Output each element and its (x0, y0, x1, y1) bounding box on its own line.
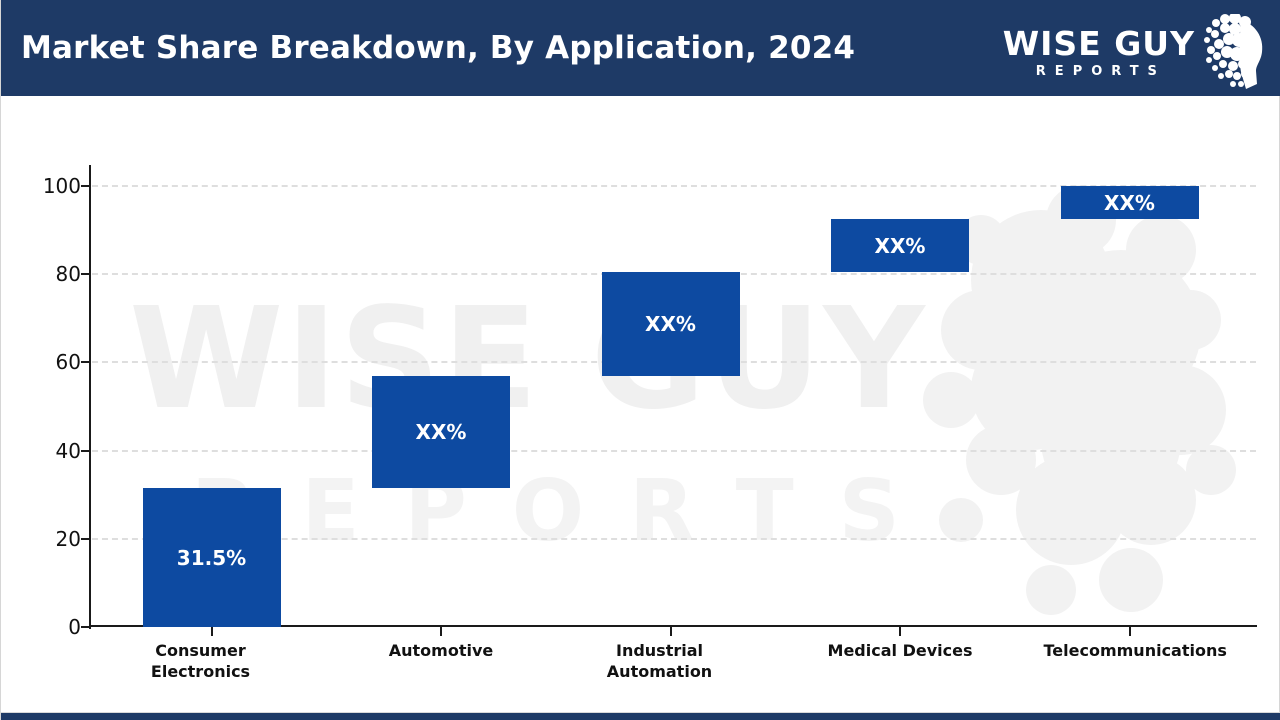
y-tick-mark (81, 185, 89, 187)
bar-value-label: XX% (415, 419, 467, 444)
y-tick-label: 60 (55, 350, 81, 375)
bar: XX% (372, 375, 510, 489)
category-label: Telecommunications (1043, 641, 1227, 660)
page-title: Market Share Breakdown, By Application, … (21, 30, 856, 66)
x-tick-mark (669, 627, 672, 636)
brand-logo: WISE GUY REPORTS (1003, 14, 1265, 92)
plot-area: 0 20 40 60 80 100 31.5% Consumer Electronics XX%… (1, 96, 1280, 713)
category-label: Industrial Automation (606, 641, 713, 681)
bar-value-label: XX% (645, 311, 696, 336)
gridline (92, 537, 1256, 540)
x-axis-line (89, 625, 1257, 627)
bar-value-label: XX% (874, 233, 926, 258)
footer-bar (1, 713, 1280, 720)
y-tick-mark (81, 537, 89, 540)
x-tick-mark (899, 627, 901, 636)
brand-head-icon (1204, 14, 1263, 89)
bar: 31.5% (142, 488, 281, 627)
brand-name: WISE GUY (1002, 24, 1195, 63)
x-tick-mark (1128, 627, 1131, 636)
category-label: Consumer Electronics (150, 641, 251, 681)
y-tick-label: 100 (42, 174, 81, 198)
x-tick-mark (210, 627, 213, 636)
gridline (92, 185, 1256, 187)
gridline (92, 449, 1256, 452)
brand-logo-text: WISE GUY REPORTS (1003, 27, 1195, 79)
watermark-brand-subname: REPORTS (191, 462, 945, 561)
y-tick-label: 80 (55, 262, 81, 287)
x-tick-mark (440, 627, 442, 636)
brand-subname: REPORTS (1035, 64, 1166, 79)
category-label: Automotive (388, 641, 494, 660)
bar: XX% (601, 271, 740, 376)
bar-value-label: 31.5% (176, 545, 247, 570)
bar: XX% (1060, 186, 1199, 220)
bar: XX% (831, 219, 969, 272)
watermark-brand-name: WISE GUY (129, 278, 927, 441)
y-tick-mark (81, 449, 89, 452)
y-tick-label: 40 (55, 438, 81, 463)
y-axis-line (89, 165, 91, 629)
category-label: Medical Devices (827, 641, 973, 660)
y-tick-label: 20 (55, 526, 81, 551)
y-tick-mark (81, 626, 89, 628)
y-tick-label: 0 (68, 615, 81, 639)
y-tick-mark (81, 361, 89, 364)
bar-value-label: XX% (1104, 190, 1155, 215)
bottom-hairline (1, 712, 1280, 713)
y-tick-mark (81, 273, 89, 276)
header-band: Market Share Breakdown, By Application, … (1, 0, 1280, 96)
